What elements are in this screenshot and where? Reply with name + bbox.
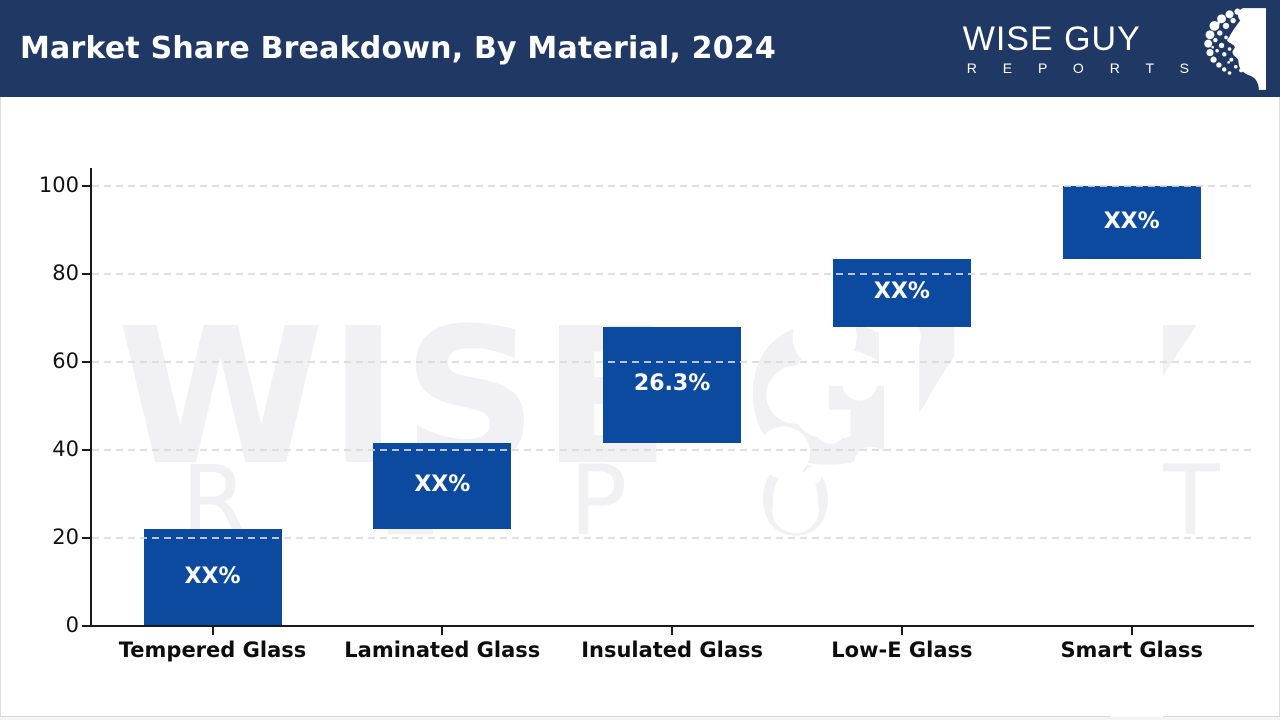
bar-value-label: XX%	[414, 471, 471, 497]
y-tick-label: 100	[38, 173, 79, 197]
category-label: Laminated Glass	[344, 638, 541, 662]
x-tick-mark	[211, 627, 214, 635]
bar	[832, 259, 971, 327]
bar	[373, 442, 512, 530]
y-tick-label: 40	[52, 437, 79, 461]
category-label: Smart Glass	[1060, 638, 1203, 662]
gridline	[92, 449, 1254, 451]
y-tick-mark	[82, 185, 90, 187]
x-tick-mark	[671, 627, 674, 635]
x-axis-line	[90, 625, 1254, 627]
y-tick-label: 60	[52, 349, 79, 373]
x-tick-mark	[441, 627, 444, 635]
y-tick-label: 80	[52, 261, 79, 285]
y-axis-line	[90, 168, 92, 627]
brand-name: WISE GUY	[962, 20, 1141, 58]
page-title: Market Share Breakdown, By Material, 202…	[20, 31, 776, 66]
bar-value-label: 26.3%	[633, 370, 711, 396]
bottom-margin	[0, 717, 1280, 720]
y-tick-mark	[82, 361, 90, 363]
bottom-divider	[0, 716, 1280, 717]
brand-logo-text: WISE GUY R E P O R T S	[963, 22, 1200, 75]
plot-region: 0 20 40 60 80 100 XX% Tempered Glass XX% Laminate…	[1, 97, 1279, 717]
header-bar: Market Share Breakdown, By Material, 202…	[0, 0, 1280, 97]
gridline	[92, 185, 1254, 187]
bar-value-label: XX%	[184, 563, 241, 589]
bar	[143, 529, 282, 626]
brand-subtitle: R E P O R T S	[966, 60, 1200, 76]
bar	[603, 326, 742, 443]
y-tick-mark	[82, 273, 90, 275]
x-tick-mark	[900, 627, 903, 635]
y-tick-mark	[82, 449, 90, 451]
y-tick-label: 20	[52, 525, 79, 549]
category-label: Low-E Glass	[831, 638, 973, 662]
gridline	[92, 537, 1254, 539]
category-label: Tempered Glass	[118, 638, 307, 662]
gridline	[92, 273, 1254, 275]
y-tick-label: 0	[65, 613, 79, 637]
brand-head-icon	[1204, 7, 1266, 90]
chart-area: WISE GUY R E P O R T S 020406080100XX%Te…	[0, 97, 1280, 717]
x-tick-mark	[1130, 627, 1133, 635]
brand-logo: WISE GUY R E P O R T S	[963, 7, 1266, 91]
category-label: Insulated Glass	[581, 638, 763, 662]
gridline	[92, 361, 1254, 363]
y-tick-mark	[82, 537, 90, 539]
bar-value-label: XX%	[1103, 208, 1160, 234]
y-tick-mark	[82, 625, 90, 627]
bar	[1062, 186, 1201, 260]
bar-value-label: XX%	[873, 278, 930, 304]
